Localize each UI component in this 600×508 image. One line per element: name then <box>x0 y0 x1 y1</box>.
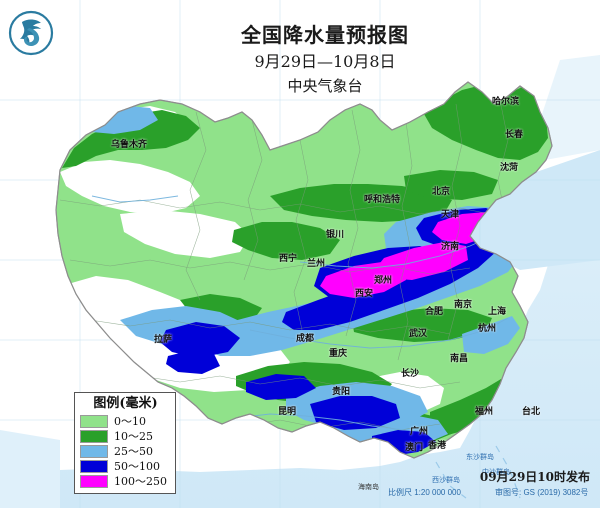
sea-label-xisha: 西沙群岛 <box>432 476 460 484</box>
city-label-harbin: 哈尔滨 <box>492 97 520 107</box>
city-label-beijing: 北京 <box>432 187 451 197</box>
forecast-date-range: 9月29日—10月8日 <box>254 52 396 71</box>
nine-dash-line <box>435 445 521 499</box>
rivers <box>91 195 509 431</box>
issue-time-label: 09月29日10时发布 <box>479 470 590 484</box>
issuing-organization: 中央气象台 <box>287 77 363 95</box>
city-label-shenyang: 沈菏 <box>500 163 519 173</box>
city-label-hongkong: 香港 <box>428 441 447 451</box>
legend-swatch-50-100 <box>80 459 108 473</box>
city-label-shanghai: 上海 <box>488 307 507 317</box>
legend-swatch-100-250 <box>80 474 108 488</box>
city-label-xian: 西安 <box>355 289 374 299</box>
legend-label-10-25: 10～25 <box>114 429 153 443</box>
sea-label-dongsha: 东沙群岛 <box>466 453 494 461</box>
legend-item-50-100: 50～100 <box>80 459 171 473</box>
city-label-macau: 澳门 <box>405 443 424 453</box>
city-label-lanzhou: 兰州 <box>307 259 326 269</box>
city-label-changchun: 长春 <box>505 130 524 140</box>
map-scale-label: 比例尺 1:20 000 000 <box>388 488 461 497</box>
city-label-guangzhou: 广州 <box>410 427 429 437</box>
legend-item-25-50: 25～50 <box>80 444 171 458</box>
city-label-taipei: 台北 <box>522 407 541 417</box>
city-label-hangzhou: 杭州 <box>478 324 497 334</box>
city-label-guiyang: 贵阳 <box>332 387 351 397</box>
city-label-fuzhou: 福州 <box>475 407 494 417</box>
city-label-chengdu: 成都 <box>296 334 315 344</box>
city-label-nanjing: 南京 <box>454 300 473 310</box>
legend-title: 图例(毫米) <box>93 396 158 411</box>
legend-label-100-250: 100～250 <box>114 474 167 488</box>
legend-item-10-25: 10～25 <box>80 429 171 443</box>
legend-label-25-50: 25～50 <box>114 444 153 458</box>
city-label-zhengzhou: 郑州 <box>374 276 393 286</box>
city-label-hefei: 合肥 <box>425 307 444 317</box>
legend-item-0-10: 0～10 <box>80 414 171 428</box>
legend-item-100-250: 100～250 <box>80 474 171 488</box>
cma-dragon-logo <box>8 10 54 56</box>
city-label-chongqing: 重庆 <box>329 349 348 359</box>
legend-panel: 图例(毫米) 0～10 10～25 25～50 50～100 100～250 <box>74 392 176 494</box>
legend-swatch-0-10 <box>80 414 108 428</box>
city-label-changsha: 长沙 <box>401 369 420 379</box>
city-label-wuhan: 武汉 <box>409 329 428 339</box>
map-approval-number: 审图号: GS (2019) 3082号 <box>495 488 589 497</box>
city-label-jinan: 济南 <box>441 242 460 252</box>
city-label-kunming: 昆明 <box>278 407 297 417</box>
city-label-urumqi: 乌鲁木齐 <box>111 140 148 150</box>
city-label-hohhot: 呼和浩特 <box>364 195 401 205</box>
legend-label-50-100: 50～100 <box>114 459 160 473</box>
legend-swatch-10-25 <box>80 429 108 443</box>
city-label-tianjin: 天津 <box>441 210 460 220</box>
city-label-lhasa: 拉萨 <box>154 335 173 345</box>
legend-label-0-10: 0～10 <box>114 414 146 428</box>
hainan-island-label: 海南岛 <box>358 484 379 491</box>
city-label-xining: 西宁 <box>279 254 298 264</box>
sea-label-zhongsha: 中沙群岛 <box>482 468 510 476</box>
city-label-yinchuan: 银川 <box>326 230 345 240</box>
legend-swatch-25-50 <box>80 444 108 458</box>
title-block: 全国降水量预报图 9月29日—10月8日 中央气象台 <box>170 22 480 97</box>
city-label-nanchang: 南昌 <box>450 354 469 364</box>
page-title: 全国降水量预报图 <box>241 23 409 47</box>
